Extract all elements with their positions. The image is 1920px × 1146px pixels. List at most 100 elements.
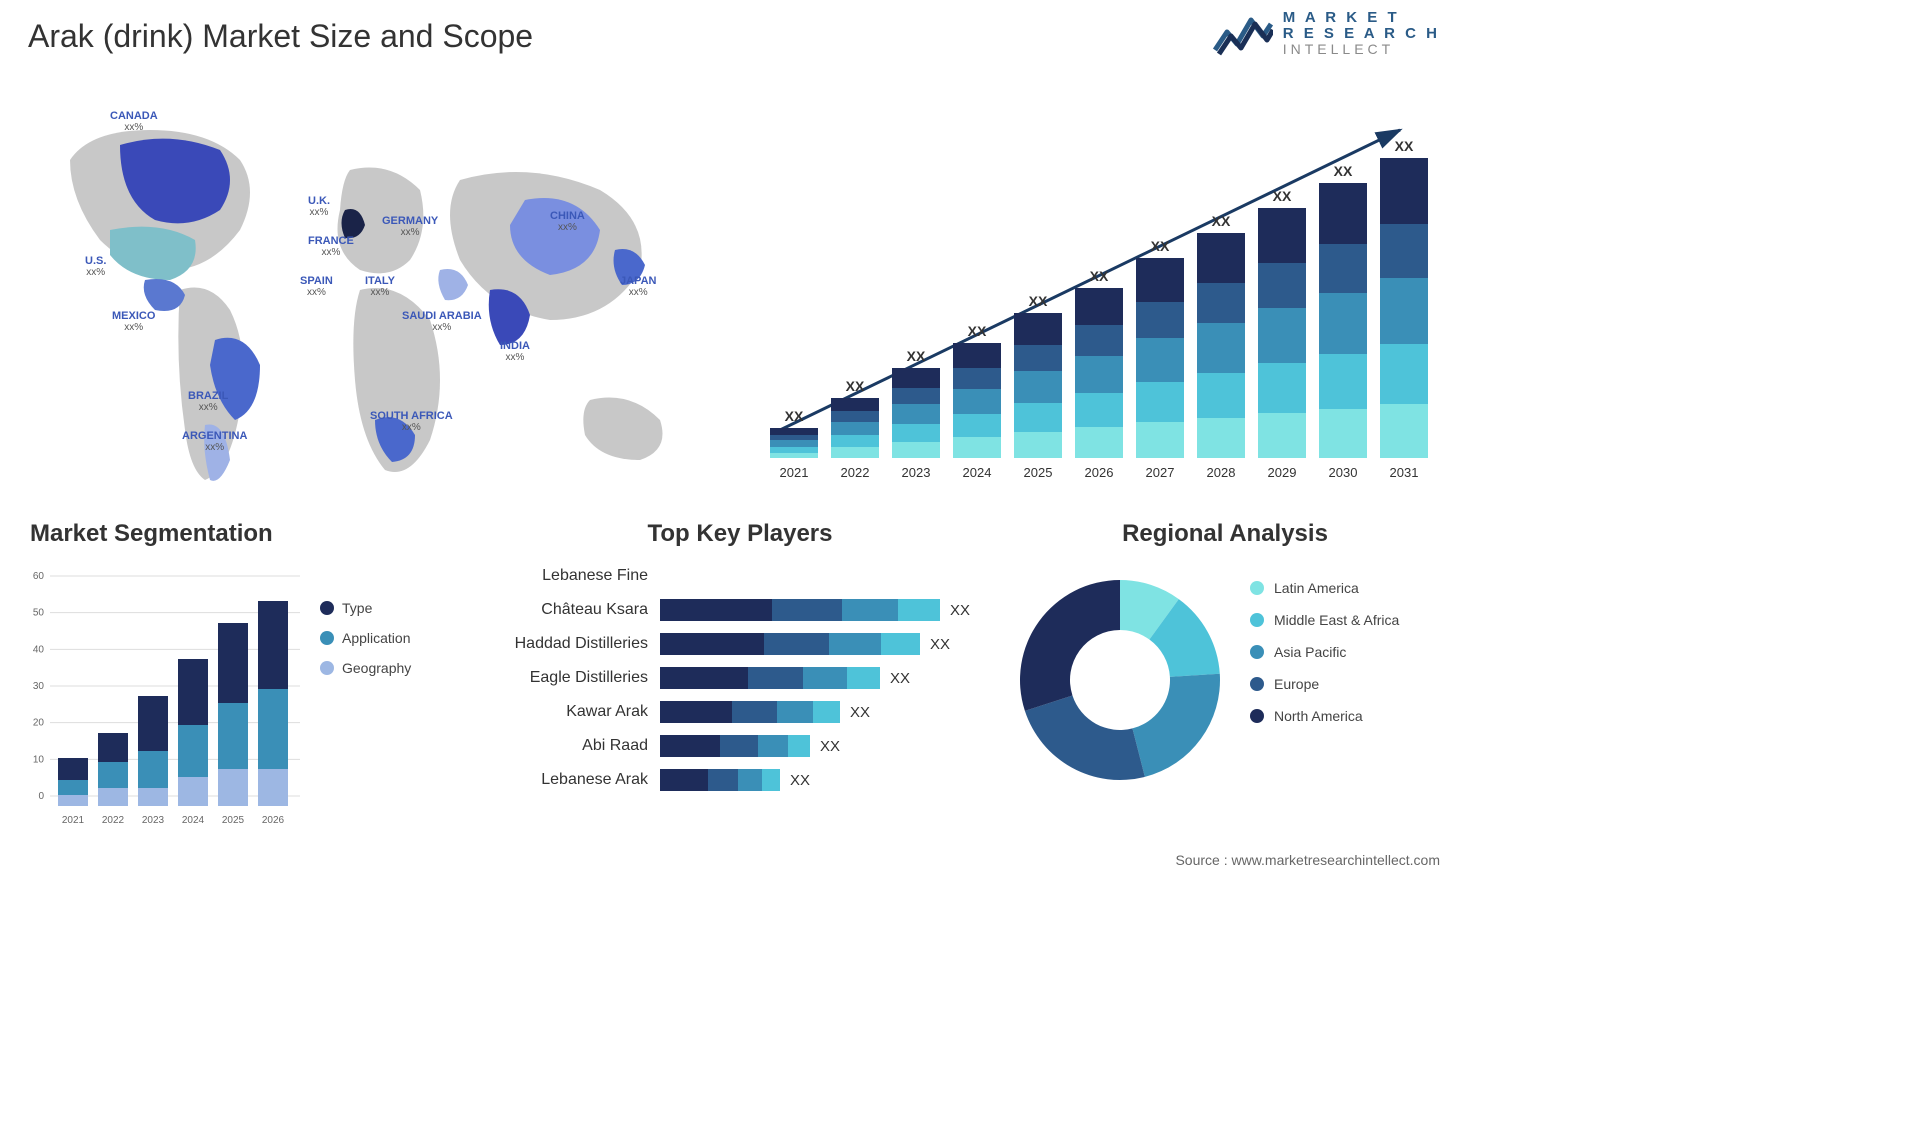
player-value: XX [890,670,910,687]
player-row: Lebanese Arak XX [480,766,1000,794]
map-label: INDIAxx% [500,340,530,363]
segmentation-bar [258,601,288,806]
legend-item: Type [320,600,411,616]
segmentation-year-label: 2021 [58,815,88,826]
players-section: Top Key Players Lebanese FineChâteau Ksa… [480,520,1000,840]
forecast-value-label: XX [1380,138,1428,154]
player-row: Kawar Arak XX [480,698,1000,726]
map-label: SPAINxx% [300,275,333,298]
segmentation-bar [218,623,248,806]
logo-line2: R E S E A R C H [1283,26,1440,42]
svg-text:50: 50 [33,608,45,619]
map-label: JAPANxx% [620,275,656,298]
forecast-year-label: 2023 [892,465,940,480]
segmentation-year-label: 2025 [218,815,248,826]
forecast-bar [1075,288,1123,458]
forecast-year-label: 2029 [1258,465,1306,480]
legend-item: Latin America [1250,580,1399,596]
player-value: XX [790,772,810,789]
forecast-value-label: XX [1014,293,1062,309]
forecast-year-label: 2026 [1075,465,1123,480]
map-label: SAUDI ARABIAxx% [402,310,482,333]
forecast-value-label: XX [831,378,879,394]
forecast-value-label: XX [1136,238,1184,254]
map-label: SOUTH AFRICAxx% [370,410,453,433]
legend-item: Asia Pacific [1250,644,1399,660]
forecast-bar [1014,313,1062,458]
player-bar [660,769,780,791]
forecast-bar [831,398,879,458]
map-label: U.S.xx% [85,255,106,278]
forecast-year-label: 2031 [1380,465,1428,480]
svg-text:40: 40 [33,644,45,655]
forecast-value-label: XX [1197,213,1245,229]
player-name: Kawar Arak [480,703,660,721]
svg-text:20: 20 [33,718,45,729]
segmentation-section: Market Segmentation 0102030405060 202120… [30,520,450,840]
forecast-year-label: 2025 [1014,465,1062,480]
segmentation-year-label: 2026 [258,815,288,826]
forecast-bar-chart: 2021XX2022XX2023XX2024XX2025XX2026XX2027… [760,100,1440,480]
donut-slice [1020,580,1120,711]
player-bar [660,667,880,689]
player-row: Lebanese Fine [480,562,1000,590]
forecast-bar [1258,208,1306,458]
player-name: Lebanese Fine [480,567,660,585]
regional-donut [1010,570,1230,790]
segmentation-bar [98,733,128,806]
segmentation-chart: 0102030405060 202120222023202420252026 [30,566,300,826]
segmentation-legend: Type Application Geography [320,600,411,690]
legend-item: Geography [320,660,411,676]
player-row: Eagle DistilleriesXX [480,664,1000,692]
segmentation-year-label: 2022 [98,815,128,826]
legend-item: North America [1250,708,1399,724]
player-value: XX [930,636,950,653]
map-label: BRAZILxx% [188,390,228,413]
player-value: XX [820,738,840,755]
segmentation-bar [178,659,208,806]
forecast-value-label: XX [953,323,1001,339]
player-bar [660,633,920,655]
map-label: MEXICOxx% [112,310,155,333]
donut-slice [1132,674,1220,777]
player-name: Lebanese Arak [480,771,660,789]
map-label: ARGENTINAxx% [182,430,247,453]
forecast-year-label: 2021 [770,465,818,480]
map-label: GERMANYxx% [382,215,438,238]
map-label: FRANCExx% [308,235,354,258]
world-map: CANADAxx%U.S.xx%MEXICOxx%BRAZILxx%ARGENT… [30,90,720,490]
segmentation-year-label: 2023 [138,815,168,826]
forecast-value-label: XX [892,348,940,364]
logo-line3: INTELLECT [1283,42,1440,57]
player-name: Château Ksara [480,601,660,619]
logo-icon [1213,10,1273,56]
forecast-bar [953,343,1001,458]
regional-title: Regional Analysis [1010,520,1440,548]
player-row: Château Ksara XX [480,596,1000,624]
player-bar [660,735,810,757]
map-label: CHINAxx% [550,210,585,233]
legend-item: Application [320,630,411,646]
legend-item: Europe [1250,676,1399,692]
map-label: ITALYxx% [365,275,395,298]
regional-section: Regional Analysis Latin AmericaMiddle Ea… [1010,520,1440,840]
player-value: XX [850,704,870,721]
player-value: XX [950,602,970,619]
player-bar [660,701,840,723]
regional-legend: Latin AmericaMiddle East & AfricaAsia Pa… [1250,580,1399,740]
segmentation-title: Market Segmentation [30,520,450,548]
logo-line1: M A R K E T [1283,10,1440,26]
svg-text:10: 10 [33,754,45,765]
player-bar [660,599,940,621]
forecast-year-label: 2024 [953,465,1001,480]
forecast-bar [892,368,940,458]
forecast-value-label: XX [1075,268,1123,284]
forecast-bar [1136,258,1184,458]
segmentation-year-label: 2024 [178,815,208,826]
svg-text:30: 30 [33,681,45,692]
svg-text:60: 60 [33,571,45,582]
segmentation-bar [58,758,88,806]
player-name: Abi Raad [480,737,660,755]
map-label: U.K.xx% [308,195,330,218]
player-row: Abi Raad XX [480,732,1000,760]
